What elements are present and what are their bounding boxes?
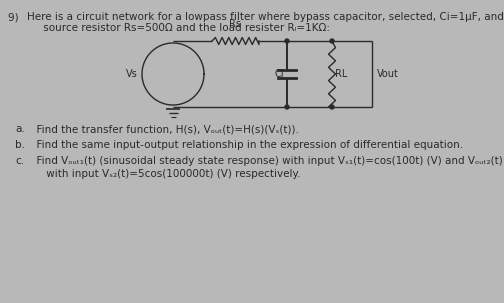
Text: CI: CI (274, 69, 284, 79)
Text: Rs: Rs (229, 19, 241, 29)
Text: with input Vₛ₂(t)=5cos(100000t) (V) respectively.: with input Vₛ₂(t)=5cos(100000t) (V) resp… (30, 169, 300, 179)
Text: c.: c. (15, 156, 24, 166)
Text: source resistor Rs=500Ω and the load resister Rₗ=1KΩ:: source resistor Rs=500Ω and the load res… (27, 23, 330, 33)
Circle shape (330, 105, 334, 109)
Circle shape (330, 39, 334, 43)
Text: Find the transfer function, H(s), Vₒᵤₜ(t)=H(s)(Vₛ(t)).: Find the transfer function, H(s), Vₒᵤₜ(t… (30, 124, 299, 134)
Text: Find the same input-output relationship in the expression of differential equati: Find the same input-output relationship … (30, 140, 463, 150)
Text: Vs: Vs (126, 69, 138, 79)
Text: a.: a. (15, 124, 25, 134)
Text: 9): 9) (8, 12, 25, 22)
Circle shape (285, 39, 289, 43)
Circle shape (285, 105, 289, 109)
Text: RL: RL (335, 69, 347, 79)
Text: Here is a circuit network for a lowpass filter where bypass capacitor, selected,: Here is a circuit network for a lowpass … (27, 12, 504, 22)
Text: Vout: Vout (377, 69, 399, 79)
Text: Find Vₒᵤₜ₁(t) (sinusoidal steady state response) with input Vₛ₁(t)=cos(100t) (V): Find Vₒᵤₜ₁(t) (sinusoidal steady state r… (30, 156, 503, 166)
Text: b.: b. (15, 140, 25, 150)
